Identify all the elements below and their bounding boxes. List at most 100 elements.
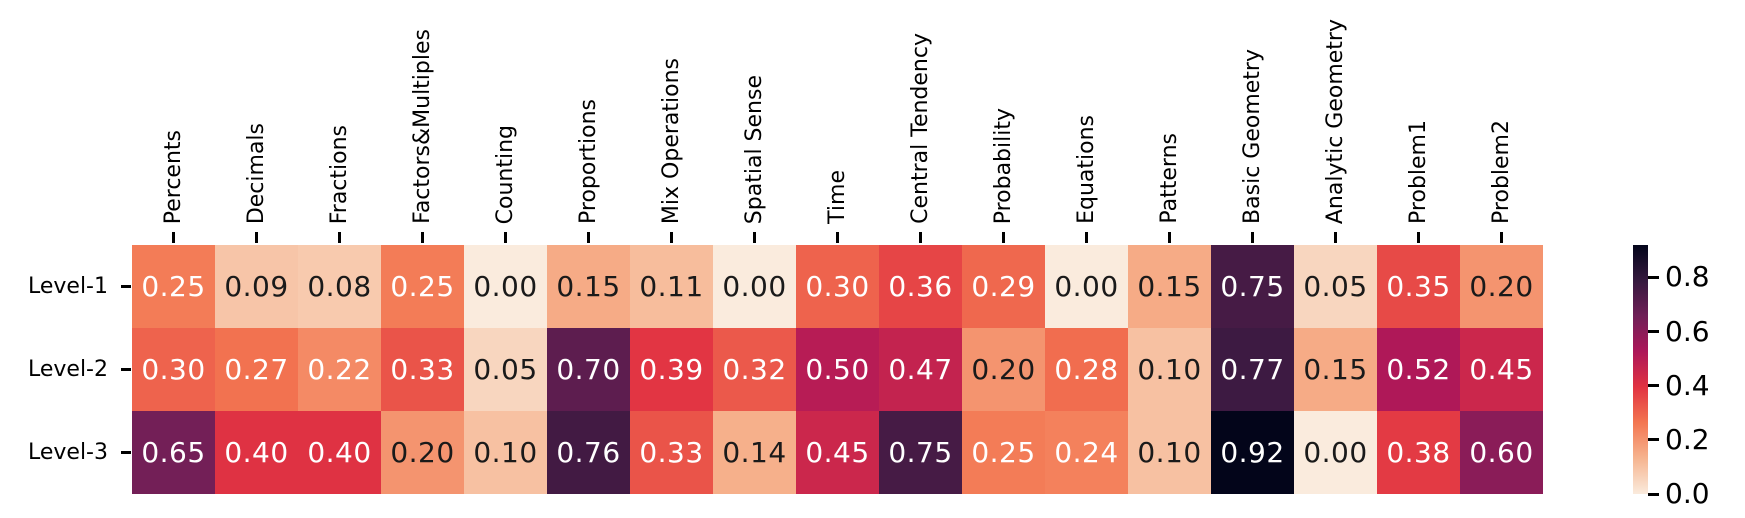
colorbar-tick-mark	[1648, 492, 1659, 496]
row-label: Level-2	[27, 356, 108, 382]
colorbar-tick-label: 0.6	[1665, 314, 1710, 348]
x-tick-mark	[670, 232, 673, 243]
heatmap-cell-value: 0.52	[1377, 328, 1460, 411]
column-label: Probability	[990, 107, 1016, 224]
heatmap-cell-value: 0.30	[132, 328, 215, 411]
row-label: Level-3	[27, 439, 108, 465]
x-tick-mark	[919, 232, 922, 243]
heatmap-cell-value: 0.75	[879, 411, 962, 494]
column-label: Percents	[160, 129, 186, 224]
heatmap-cell-value: 0.11	[630, 245, 713, 328]
heatmap-cell-value: 0.40	[298, 411, 381, 494]
x-tick-mark	[1500, 232, 1503, 243]
heatmap-cell-value: 0.40	[215, 411, 298, 494]
heatmap-cell-value: 0.09	[215, 245, 298, 328]
heatmap-cell-value: 0.15	[1294, 328, 1377, 411]
heatmap-cell-value: 0.30	[796, 245, 879, 328]
colorbar-tick-label: 0.2	[1665, 422, 1710, 456]
heatmap-cell-value: 0.14	[713, 411, 796, 494]
heatmap-cell-value: 0.00	[713, 245, 796, 328]
heatmap-cell-value: 0.05	[1294, 245, 1377, 328]
heatmap-cell-value: 0.65	[132, 411, 215, 494]
x-tick-mark	[421, 232, 424, 243]
column-label: Problem1	[1405, 120, 1431, 224]
y-tick-mark	[121, 451, 131, 454]
y-tick-mark	[121, 285, 131, 288]
heatmap-cell-value: 0.33	[381, 328, 464, 411]
heatmap-cell-value: 0.27	[215, 328, 298, 411]
column-label: Factors&Multiples	[409, 29, 435, 224]
x-tick-mark	[587, 232, 590, 243]
heatmap-cell-value: 0.10	[1128, 411, 1211, 494]
x-tick-mark	[1085, 232, 1088, 243]
heatmap-cell-value: 0.39	[630, 328, 713, 411]
heatmap-cell-value: 0.20	[962, 328, 1045, 411]
colorbar	[1633, 245, 1648, 494]
x-tick-mark	[753, 232, 756, 243]
heatmap-cell-value: 0.92	[1211, 411, 1294, 494]
x-tick-mark	[172, 232, 175, 243]
heatmap-cell-value: 0.15	[1128, 245, 1211, 328]
colorbar-tick-mark	[1648, 384, 1659, 388]
heatmap-cell-value: 0.00	[464, 245, 547, 328]
heatmap-cell-value: 0.60	[1460, 411, 1543, 494]
x-tick-mark	[1417, 232, 1420, 243]
column-label: Time	[824, 170, 850, 224]
heatmap-cell-value: 0.75	[1211, 245, 1294, 328]
y-tick-mark	[121, 368, 131, 371]
heatmap-cell-value: 0.15	[547, 245, 630, 328]
heatmap-cell-value: 0.00	[1294, 411, 1377, 494]
x-tick-mark	[504, 232, 507, 243]
heatmap-cell-value: 0.35	[1377, 245, 1460, 328]
heatmap-cell-value: 0.08	[298, 245, 381, 328]
heatmap-cell-value: 0.22	[298, 328, 381, 411]
x-tick-mark	[255, 232, 258, 243]
heatmap-cell-value: 0.25	[381, 245, 464, 328]
heatmap-cell-value: 0.10	[1128, 328, 1211, 411]
column-label: Proportions	[575, 99, 601, 224]
colorbar-tick-mark	[1648, 330, 1659, 334]
colorbar-tick-label: 0.4	[1665, 368, 1710, 402]
x-tick-mark	[1168, 232, 1171, 243]
heatmap-cell-value: 0.45	[796, 411, 879, 494]
heatmap-cell-value: 0.29	[962, 245, 1045, 328]
heatmap-cell-value: 0.47	[879, 328, 962, 411]
column-label: Mix Operations	[658, 57, 684, 224]
column-label: Decimals	[243, 122, 269, 224]
column-label: Fractions	[326, 124, 352, 224]
column-label: Patterns	[1156, 133, 1182, 224]
colorbar-tick-mark	[1648, 275, 1659, 279]
column-label: Equations	[1073, 115, 1099, 224]
colorbar-tick-label: 0.0	[1665, 477, 1710, 510]
heatmap-cell-value: 0.00	[1045, 245, 1128, 328]
heatmap-cell-value: 0.25	[132, 245, 215, 328]
heatmap-cell-value: 0.45	[1460, 328, 1543, 411]
x-tick-mark	[1334, 232, 1337, 243]
heatmap-cell-value: 0.05	[464, 328, 547, 411]
heatmap-cell-value: 0.76	[547, 411, 630, 494]
heatmap-cell-value: 0.70	[547, 328, 630, 411]
column-label: Analytic Geometry	[1322, 18, 1348, 224]
column-label: Basic Geometry	[1239, 49, 1265, 224]
column-label: Spatial Sense	[741, 74, 767, 224]
x-tick-mark	[836, 232, 839, 243]
row-label: Level-1	[27, 273, 108, 299]
colorbar-tick-mark	[1648, 438, 1659, 442]
x-tick-mark	[338, 232, 341, 243]
heatmap-cell-value: 0.33	[630, 411, 713, 494]
heatmap-cell-value: 0.50	[796, 328, 879, 411]
heatmap-cell-value: 0.20	[381, 411, 464, 494]
column-label: Problem2	[1488, 120, 1514, 224]
heatmap-cell-value: 0.24	[1045, 411, 1128, 494]
heatmap-cell-value: 0.38	[1377, 411, 1460, 494]
heatmap-cell-value: 0.20	[1460, 245, 1543, 328]
column-label: Central Tendency	[907, 33, 933, 224]
heatmap-cell-value: 0.77	[1211, 328, 1294, 411]
column-label: Counting	[492, 124, 518, 224]
colorbar-tick-label: 0.8	[1665, 260, 1710, 294]
heatmap-cell-value: 0.36	[879, 245, 962, 328]
heatmap-cell-value: 0.25	[962, 411, 1045, 494]
heatmap-cell-value: 0.10	[464, 411, 547, 494]
heatmap-cell-value: 0.28	[1045, 328, 1128, 411]
